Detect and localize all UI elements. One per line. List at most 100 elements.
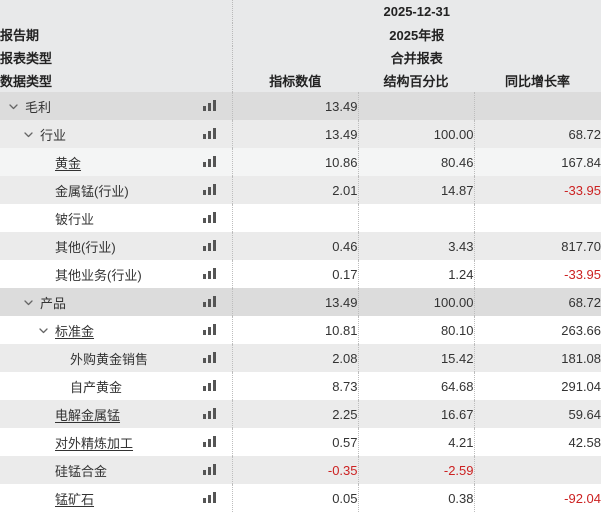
cell-value: -0.35 xyxy=(231,456,358,484)
cell-growth-rate: 263.66 xyxy=(473,316,601,344)
cell-value: 8.73 xyxy=(231,372,358,400)
table-row[interactable]: 标准金 10.81 80.10 263.66 xyxy=(0,316,601,344)
row-label: 铍行业 xyxy=(55,211,95,227)
cell-growth-rate: 817.70 xyxy=(473,232,601,260)
row-label[interactable]: 黄金 xyxy=(55,155,82,171)
row-label-cell: 外购黄金销售 xyxy=(0,344,199,372)
chart-icon-cell xyxy=(199,400,232,428)
table-row[interactable]: 金属锰(行业) 2.01 14.87 -33.95 xyxy=(0,176,601,204)
chevron-down-icon[interactable] xyxy=(21,297,36,308)
row-label-cell: 产品 xyxy=(0,288,199,316)
cell-growth-rate: 181.08 xyxy=(473,344,601,372)
row-label[interactable]: 锰矿石 xyxy=(55,491,95,507)
table-row[interactable]: 对外精炼加工 0.57 4.21 42.58 xyxy=(0,428,601,456)
bar-chart-icon[interactable] xyxy=(199,351,216,363)
bar-chart-icon[interactable] xyxy=(199,463,216,475)
header-spacer-columns xyxy=(199,69,232,92)
chart-icon-cell xyxy=(199,260,232,288)
cell-structure-pct: 64.68 xyxy=(357,372,474,400)
table-row[interactable]: 锰矿石 0.05 0.38 -92.04 xyxy=(0,484,601,512)
row-label: 行业 xyxy=(40,127,67,143)
cell-growth-rate: 68.72 xyxy=(473,120,601,148)
header-row-columns: 数据类型 指标数值 结构百分比 同比增长率 xyxy=(0,69,601,92)
row-label-cell: 行业 xyxy=(0,120,199,148)
cell-structure-pct: 15.42 xyxy=(357,344,474,372)
column-header-value[interactable]: 指标数值 xyxy=(231,69,358,92)
row-label: 产品 xyxy=(40,295,67,311)
column-header-growth-rate[interactable]: 同比增长率 xyxy=(474,69,601,92)
chart-icon-cell xyxy=(199,176,232,204)
row-label: 其他(行业) xyxy=(55,239,116,255)
table-row[interactable]: 毛利 13.49 xyxy=(0,92,601,120)
bar-chart-icon[interactable] xyxy=(199,211,216,223)
column-header-structure-pct[interactable]: 结构百分比 xyxy=(358,69,474,92)
table-row[interactable]: 其他业务(行业) 0.17 1.24 -33.95 xyxy=(0,260,601,288)
row-label-cell: 硅锰合金 xyxy=(0,456,199,484)
table-row[interactable]: 外购黄金销售 2.08 15.42 181.08 xyxy=(0,344,601,372)
bar-chart-icon[interactable] xyxy=(199,155,216,167)
header-row-period: 报告期 2025年报 xyxy=(0,23,601,46)
header-row-statement: 报表类型 合并报表 xyxy=(0,46,601,69)
row-label-cell: 毛利 xyxy=(0,92,199,120)
row-label[interactable]: 标准金 xyxy=(55,323,95,339)
table-header: 2025-12-31 报告期 2025年报 报表类型 合并报表 数据类型 指标数… xyxy=(0,0,601,92)
bar-chart-icon[interactable] xyxy=(199,323,216,335)
cell-growth-rate: 59.64 xyxy=(473,400,601,428)
cell-growth-rate: 167.84 xyxy=(473,148,601,176)
row-label-cell: 自产黄金 xyxy=(0,372,199,400)
cell-value: 2.08 xyxy=(231,344,358,372)
cell-growth-rate: 68.72 xyxy=(473,288,601,316)
table-row[interactable]: 黄金 10.86 80.46 167.84 xyxy=(0,148,601,176)
datatype-label: 数据类型 xyxy=(0,69,199,92)
bar-chart-icon[interactable] xyxy=(199,127,216,139)
row-label: 其他业务(行业) xyxy=(55,267,142,283)
bar-chart-icon[interactable] xyxy=(199,295,216,307)
chevron-down-icon[interactable] xyxy=(36,325,51,336)
chart-icon-cell xyxy=(199,288,232,316)
row-label: 毛利 xyxy=(25,99,52,115)
bar-chart-icon[interactable] xyxy=(199,435,216,447)
cell-value xyxy=(231,204,358,232)
bar-chart-icon[interactable] xyxy=(199,239,216,251)
bar-chart-icon[interactable] xyxy=(199,183,216,195)
cell-value: 2.01 xyxy=(231,176,358,204)
table-row[interactable]: 自产黄金 8.73 64.68 291.04 xyxy=(0,372,601,400)
cell-value: 13.49 xyxy=(231,120,358,148)
cell-value: 13.49 xyxy=(231,92,358,120)
row-label-cell: 标准金 xyxy=(0,316,199,344)
bar-chart-icon[interactable] xyxy=(199,379,216,391)
header-blank-icon xyxy=(199,0,232,23)
table-row[interactable]: 产品 13.49 100.00 68.72 xyxy=(0,288,601,316)
header-row-date: 2025-12-31 xyxy=(0,0,601,23)
row-label-cell: 铍行业 xyxy=(0,204,199,232)
table-row[interactable]: 其他(行业) 0.46 3.43 817.70 xyxy=(0,232,601,260)
bar-chart-icon[interactable] xyxy=(199,407,216,419)
table-row[interactable]: 电解金属锰 2.25 16.67 59.64 xyxy=(0,400,601,428)
table-row[interactable]: 铍行业 xyxy=(0,204,601,232)
row-label-cell: 其他业务(行业) xyxy=(0,260,199,288)
cell-structure-pct: 3.43 xyxy=(357,232,474,260)
bar-chart-icon[interactable] xyxy=(199,267,216,279)
chevron-down-icon[interactable] xyxy=(6,101,21,112)
table-row[interactable]: 行业 13.49 100.00 68.72 xyxy=(0,120,601,148)
row-label-cell: 金属锰(行业) xyxy=(0,176,199,204)
cell-value: 2.25 xyxy=(231,400,358,428)
row-label[interactable]: 电解金属锰 xyxy=(55,407,121,423)
row-label: 外购黄金销售 xyxy=(70,351,149,367)
row-label-cell: 电解金属锰 xyxy=(0,400,199,428)
chart-icon-cell xyxy=(199,484,232,512)
cell-structure-pct: -2.59 xyxy=(357,456,474,484)
row-label: 金属锰(行业) xyxy=(55,183,129,199)
chart-icon-cell xyxy=(199,316,232,344)
cell-growth-rate xyxy=(473,92,601,120)
table-row[interactable]: 硅锰合金 -0.35 -2.59 xyxy=(0,456,601,484)
chevron-down-icon[interactable] xyxy=(21,129,36,140)
bar-chart-icon[interactable] xyxy=(199,99,216,111)
row-label-cell: 锰矿石 xyxy=(0,484,199,512)
bar-chart-icon[interactable] xyxy=(199,491,216,503)
cell-structure-pct: 0.38 xyxy=(357,484,474,512)
row-label[interactable]: 对外精炼加工 xyxy=(55,435,134,451)
cell-growth-rate: -92.04 xyxy=(473,484,601,512)
cell-growth-rate: 291.04 xyxy=(473,372,601,400)
